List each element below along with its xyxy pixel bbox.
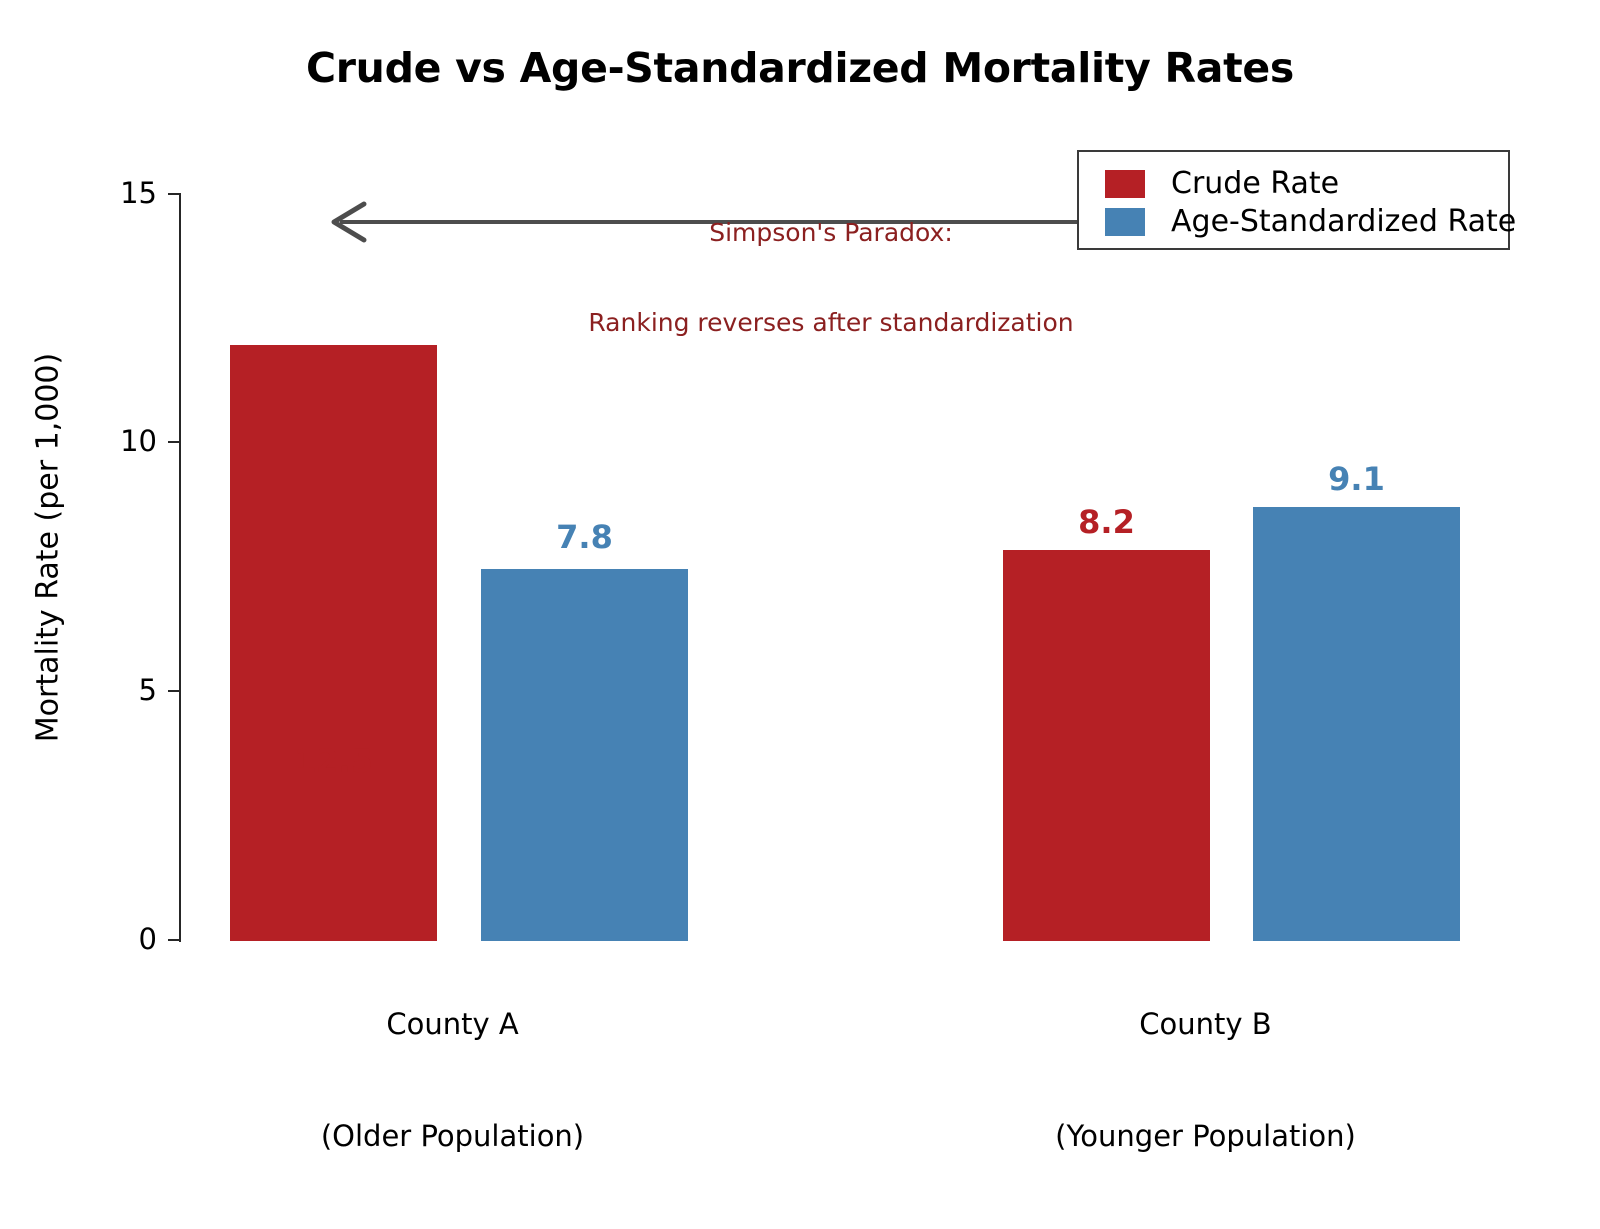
bar-label-county-a-age-standardized: 7.8 [556, 518, 613, 556]
chart-title: Crude vs Age-Standardized Mortality Rate… [305, 44, 1295, 92]
bar-label-county-b-age-standardized: 9.1 [1328, 460, 1385, 498]
annotation-arrow-icon [331, 201, 1086, 243]
legend-swatch-crude-rate [1105, 170, 1145, 198]
legend-item-crude-rate[interactable]: Crude Rate [1105, 166, 1339, 202]
bar-county-b-crude[interactable] [1003, 550, 1210, 941]
y-tick-mark-0 [168, 939, 180, 941]
y-tick-mark-5 [168, 690, 180, 692]
legend-swatch-age-standardized-rate [1105, 208, 1145, 236]
annotation-line2: Ranking reverses after standardization [588, 308, 1074, 337]
bar-county-b-age-standardized[interactable] [1253, 507, 1460, 941]
plot-area: 12.5 7.8 8.2 9.1 [181, 193, 1551, 941]
x-group-label-county-a-line2: (Older Population) [320, 1118, 585, 1153]
y-tick-mark-10 [168, 441, 180, 443]
x-group-label-county-b-line2: (Younger Population) [1055, 1118, 1356, 1153]
bar-county-a-age-standardized[interactable] [481, 569, 688, 941]
bar-label-county-a-crude: 12.5 [294, 742, 373, 780]
y-axis-spine [179, 193, 181, 942]
annotation-line1: Simpson's Paradox: [709, 218, 953, 247]
y-tick-label-0: 0 [138, 922, 157, 956]
legend: Crude Rate Age-Standardized Rate [1077, 150, 1516, 250]
y-tick-mark-15 [168, 193, 180, 195]
x-group-label-county-a: County A (Older Population) [190, 932, 715, 1229]
chart-figure: Crude vs Age-Standardized Mortality Rate… [30, 44, 1551, 1153]
y-tick-label-15: 15 [120, 176, 157, 210]
legend-label-age-standardized-rate: Age-Standardized Rate [1171, 204, 1517, 239]
legend-item-age-standardized-rate[interactable]: Age-Standardized Rate [1105, 204, 1516, 240]
y-tick-label-5: 5 [138, 673, 157, 707]
bar-county-a-crude[interactable] [230, 345, 437, 941]
x-group-label-county-b: County B (Younger Population) [943, 932, 1468, 1229]
bar-label-county-b-crude: 8.2 [1078, 503, 1135, 541]
x-group-label-county-a-line1: County A [386, 1007, 519, 1042]
x-group-label-county-b-line1: County B [1139, 1007, 1272, 1042]
legend-label-crude-rate: Crude Rate [1171, 166, 1340, 201]
y-tick-label-10: 10 [120, 424, 157, 458]
y-axis-label: Mortality Rate (per 1,000) [30, 352, 66, 743]
annotation-simpsons-paradox: Simpson's Paradox: Ranking reverses afte… [584, 158, 1078, 398]
